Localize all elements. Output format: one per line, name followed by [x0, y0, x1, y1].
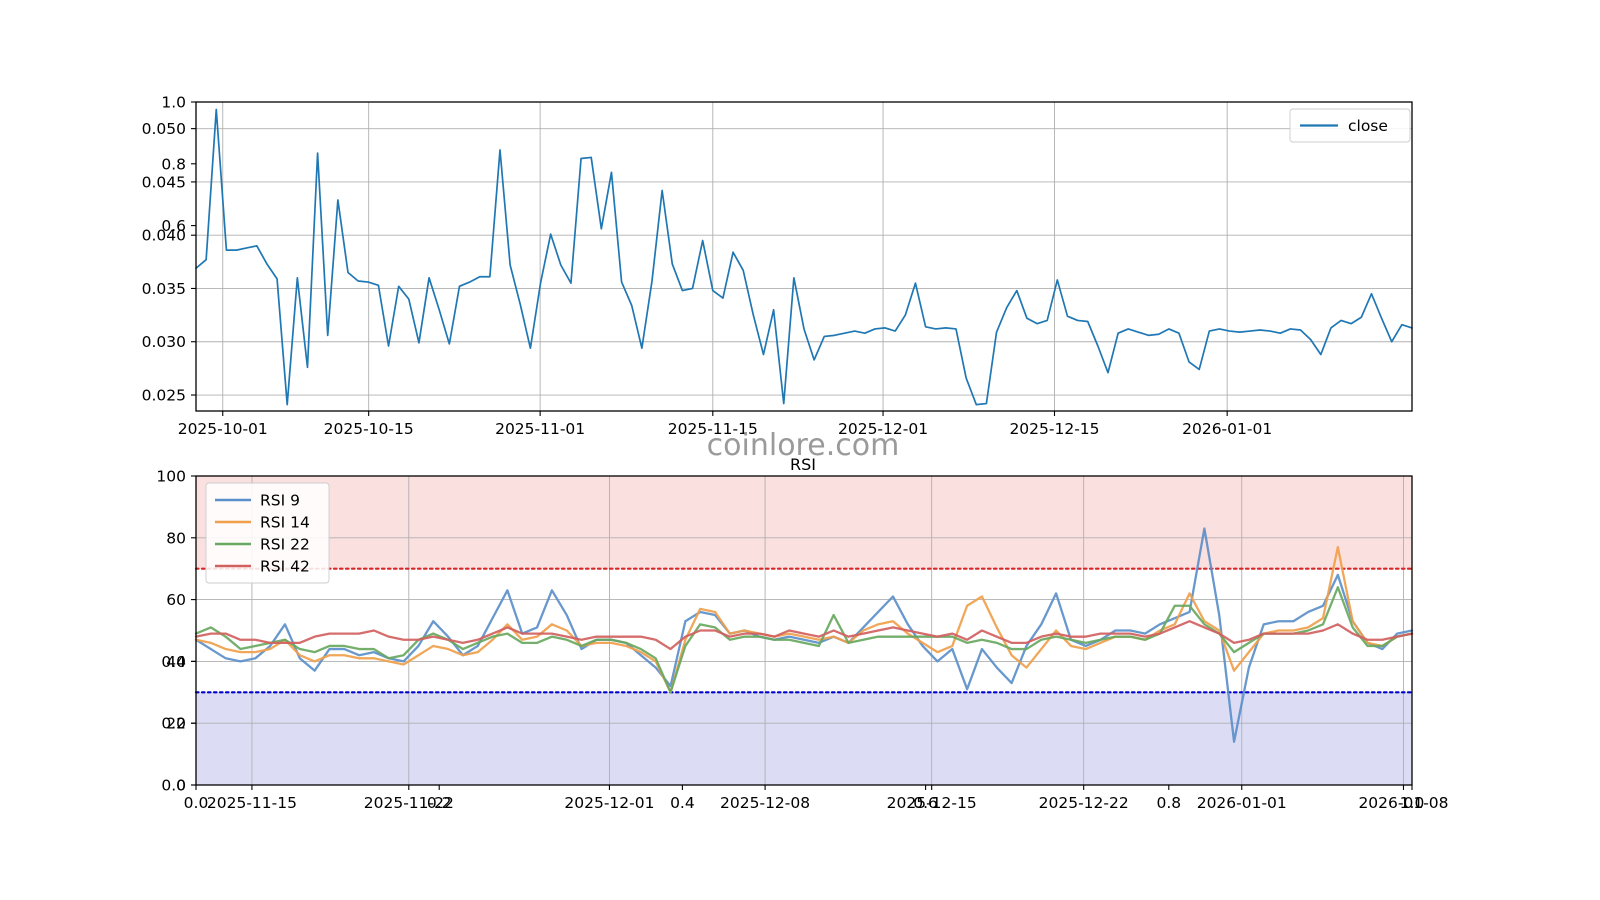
price-xtick-label: 2026-01-01 [1182, 420, 1272, 438]
price-xtick-label: 2025-10-15 [324, 420, 414, 438]
rsi-band-overbought [196, 476, 1412, 569]
rsi-series-line-rsi-9 [194, 527, 1414, 743]
price-ytick-label: 0.035 [142, 280, 186, 298]
price-xtick-label: 2025-12-15 [1009, 420, 1099, 438]
rsi-ytick-label: 60 [166, 591, 186, 609]
watermark: coinlore.com [707, 428, 900, 463]
rsi-ytick-alt-label: 0.2 [161, 715, 186, 733]
rsi-xtick-alt-label: 0.6 [913, 794, 938, 812]
price-legend: close [1289, 108, 1411, 143]
rsi-xtick-alt-label: 0.4 [670, 794, 695, 812]
price-ytick-label: 0.050 [142, 120, 186, 138]
rsi-xtick-label: 2025-11-15 [207, 794, 297, 812]
rsi-ytick-alt-label: 0.0 [161, 777, 186, 795]
price-ytick-alt-label: 1.0 [161, 94, 186, 112]
price-xtick-label: 2025-11-15 [668, 420, 758, 438]
rsi-band-oversold [196, 692, 1412, 785]
price-xtick-label: 2025-10-01 [178, 420, 268, 438]
rsi-legend-label-rsi-22: RSI 22 [260, 536, 310, 554]
rsi-legend-label-rsi-42: RSI 42 [260, 558, 310, 576]
rsi-xtick-label: 2025-12-22 [1039, 794, 1129, 812]
rsi-ytick-alt-label: 0.4 [161, 653, 186, 671]
price-panel: 0.025 0.030 0.035 0.040 0.045 0.050 0.6 0.8 1.0 2… [142, 94, 1413, 438]
rsi-xtick-label: 2025-11-22 [364, 794, 454, 812]
rsi-xtick-label: 2025-12-15 [887, 794, 977, 812]
rsi-legend: RSI 9 RSI 14 RSI 22 RSI 42 [205, 482, 330, 584]
price-xtick-label: 2025-11-01 [495, 420, 585, 438]
rsi-panel: 0 20 40 60 80 100 0.0 0.2 0.4 2025-11-15 2025-11-2… [156, 455, 1448, 812]
price-xtick-label: 2025-12-01 [838, 420, 928, 438]
price-ytick-label: 0.025 [142, 387, 186, 405]
rsi-ytick-label: 40 [166, 653, 186, 671]
rsi-xtick-label: 2025-12-01 [564, 794, 654, 812]
rsi-xtick-label: 2026-01-01 [1197, 794, 1287, 812]
rsi-xtick-alt-label: 0.2 [427, 794, 452, 812]
rsi-xtick-alt-label: 0.0 [184, 794, 209, 812]
rsi-legend-label-rsi-9: RSI 9 [260, 492, 300, 510]
rsi-xtick-label: 2025-12-08 [720, 794, 810, 812]
rsi-series-line-rsi-22 [194, 586, 1414, 694]
rsi-xtick-alt-label: 1.0 [1400, 794, 1425, 812]
rsi-ytick-label: 80 [166, 529, 186, 547]
price-ytick-label: 0.040 [142, 227, 186, 245]
price-ytick-alt-label: 0.8 [161, 155, 186, 173]
rsi-ytick-label: 20 [166, 715, 186, 733]
rsi-ytick-label: 0 [176, 777, 186, 795]
rsi-panel-title: RSI [790, 455, 816, 474]
rsi-legend-label-rsi-14: RSI 14 [260, 514, 310, 532]
price-legend-box [1289, 108, 1411, 143]
rsi-series-line-rsi-42 [194, 620, 1414, 651]
rsi-plot-frame [195, 475, 1413, 786]
price-legend-label-close: close [1348, 117, 1388, 135]
price-ytick-alt-label: 0.6 [161, 217, 186, 235]
price-ytick-label: 0.030 [142, 333, 186, 351]
rsi-legend-box [205, 482, 330, 584]
price-ytick-label: 0.045 [142, 173, 186, 191]
price-plot-frame [195, 101, 1413, 412]
rsi-xtick-alt-label: 0.8 [1156, 794, 1181, 812]
price-close-series-line [195, 108, 1413, 406]
rsi-series-line-rsi-14 [194, 545, 1414, 694]
rsi-xtick-label: 2026-01-08 [1358, 794, 1448, 812]
rsi-ytick-label: 100 [156, 468, 186, 486]
